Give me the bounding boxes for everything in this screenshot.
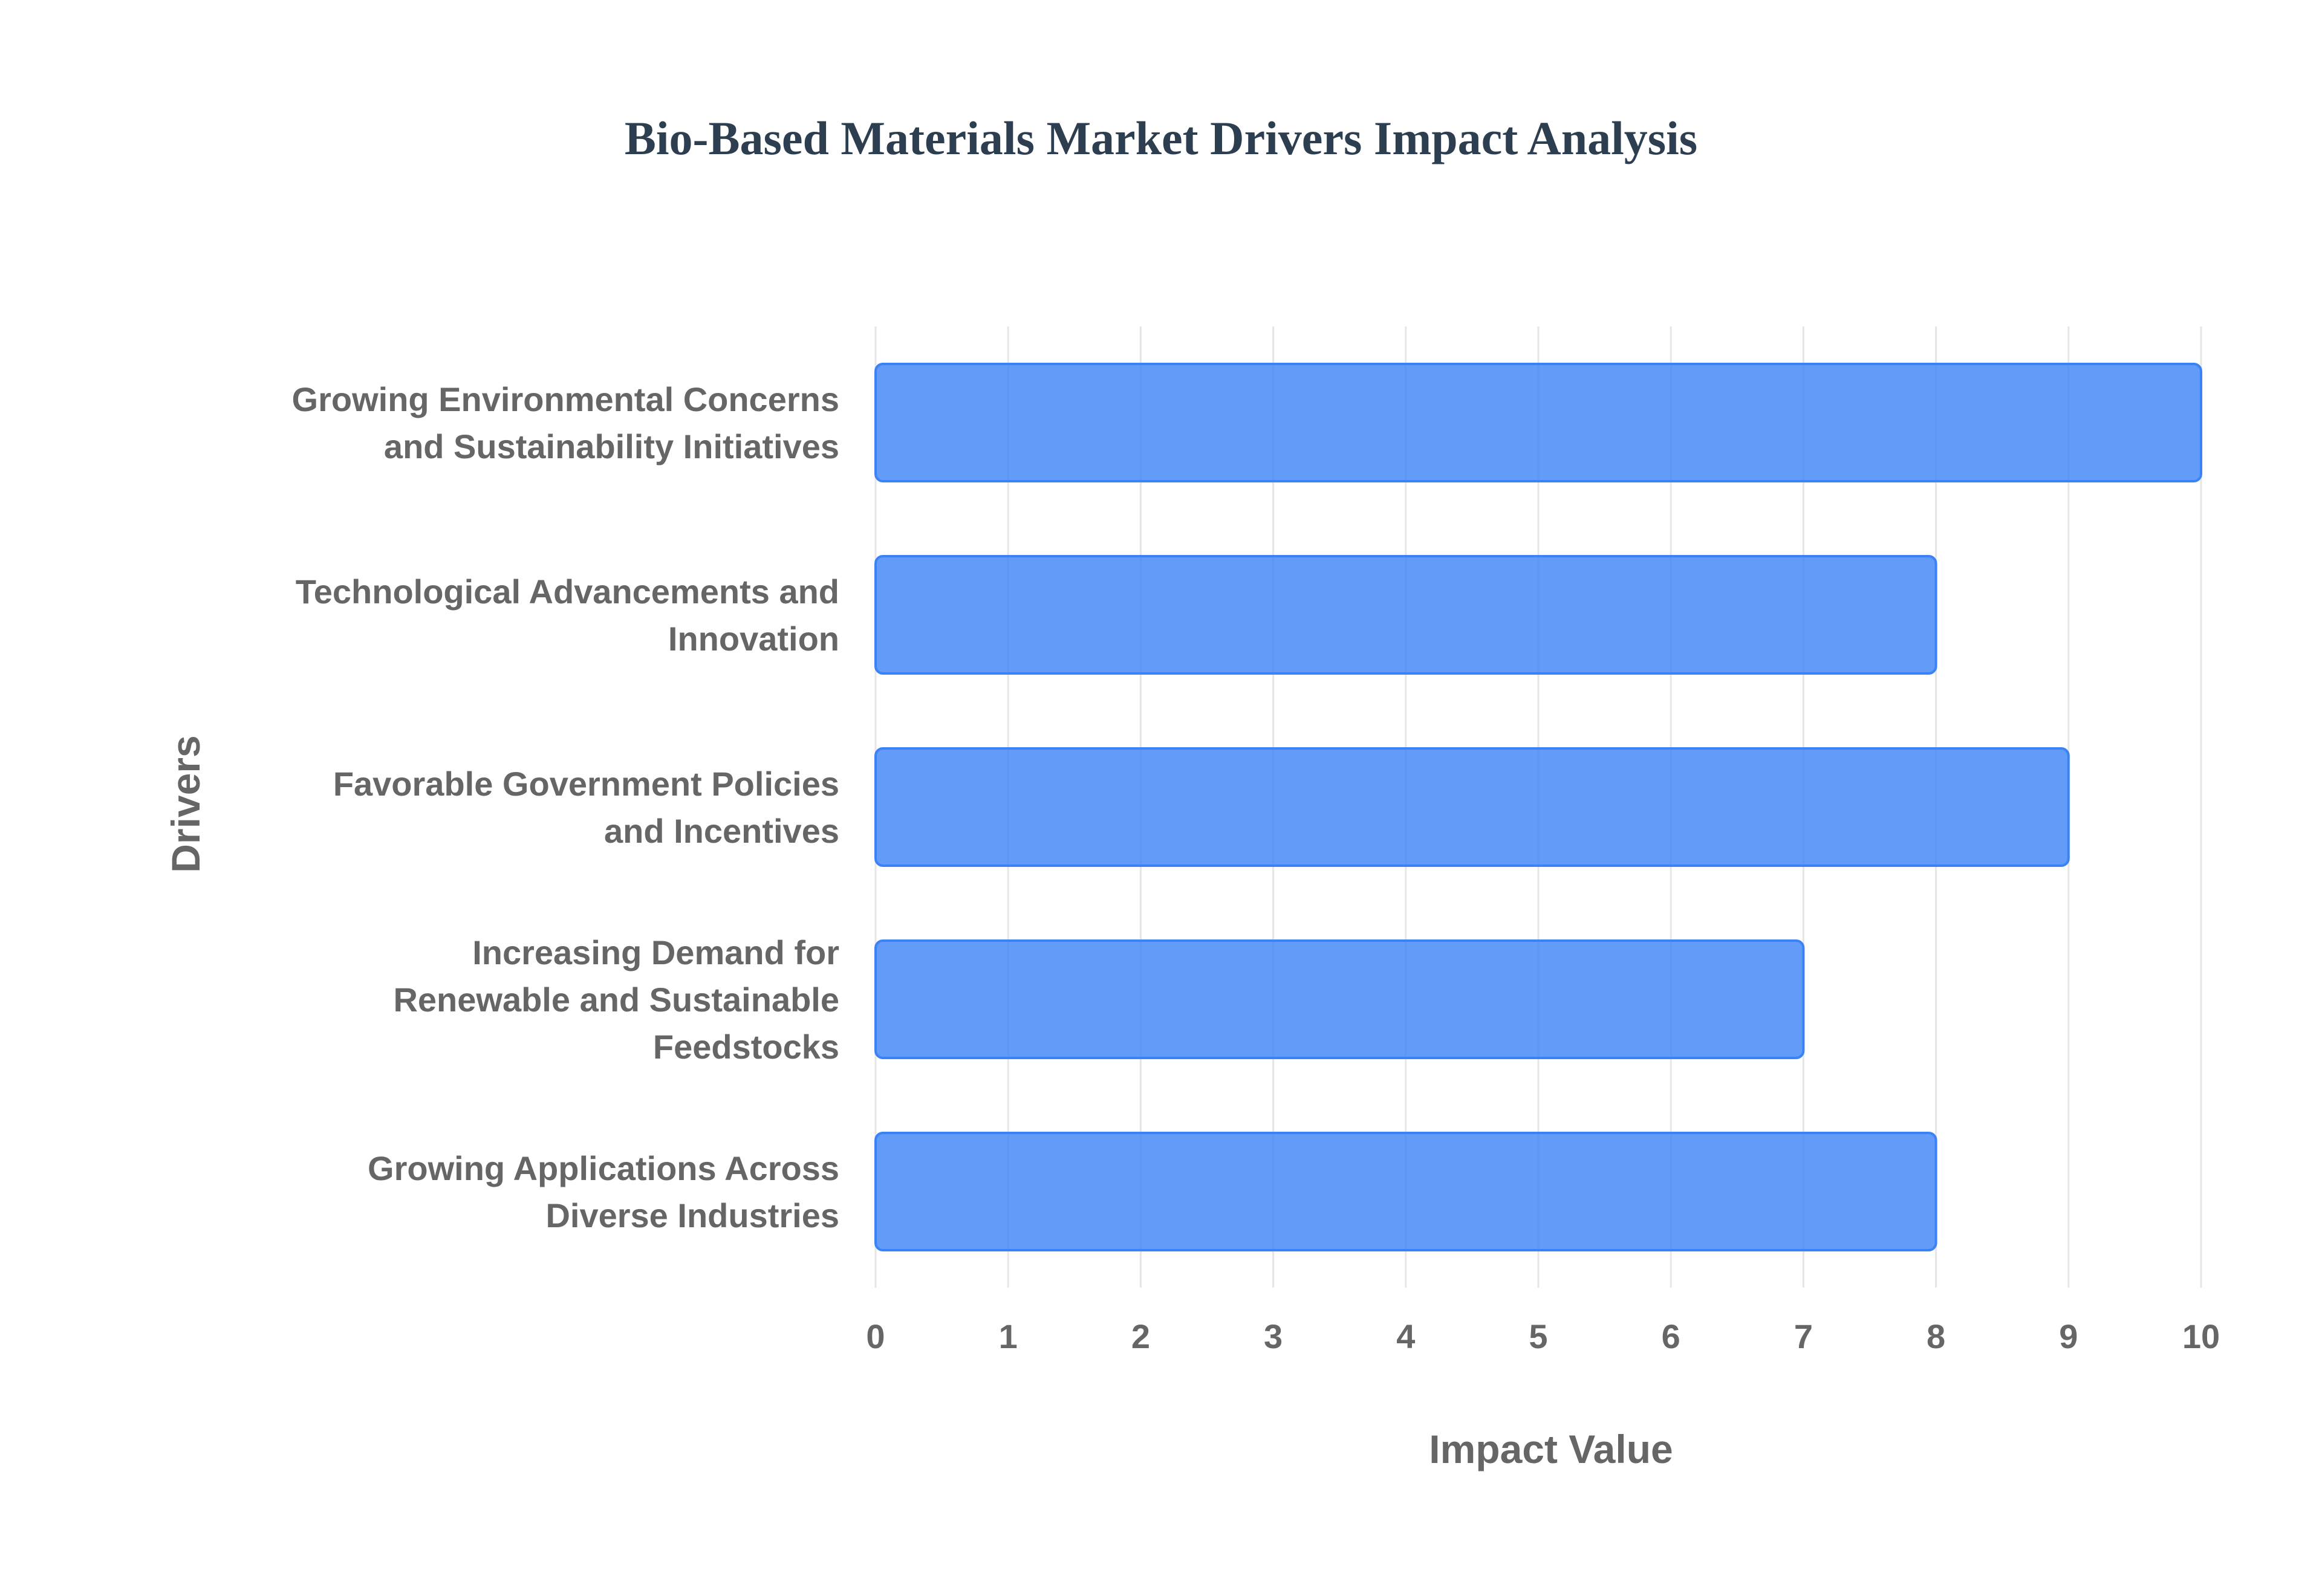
category-label-1-line-1: Innovation: [668, 620, 839, 658]
y-axis-title: Drivers: [163, 735, 208, 873]
x-tick-label-4: 4: [1396, 1317, 1415, 1355]
x-axis-title: Impact Value: [1429, 1427, 1673, 1471]
category-labels: Growing Environmental Concerns and Sustai…: [292, 380, 839, 1234]
x-tick-labels: 0 1 2 3 4 5 6 7 8 9 10: [866, 1317, 2220, 1355]
bar-2: [874, 747, 2070, 867]
bar-0: [874, 363, 2202, 482]
category-label-2-line-1: and Incentives: [604, 812, 839, 850]
category-label-4-line-1: Diverse Industries: [545, 1196, 839, 1234]
category-label-0: Growing Environmental Concerns and Sustai…: [292, 380, 839, 465]
chart-title: Bio-Based Materials Market Drivers Impac…: [625, 112, 1697, 164]
bar-4: [874, 1132, 1937, 1251]
category-label-2: Favorable Government Policies and Incenti…: [333, 765, 839, 850]
bar-1: [874, 555, 1937, 675]
x-tick-label-9: 9: [2059, 1317, 2078, 1355]
x-tick-label-7: 7: [1794, 1317, 1813, 1355]
category-label-4: Growing Applications Across Diverse Indus…: [368, 1149, 839, 1234]
category-label-1: Technological Advancements and Innovation: [296, 573, 839, 658]
x-tick-label-1: 1: [999, 1317, 1018, 1355]
category-label-3: Increasing Demand for Renewable and Susta…: [393, 933, 839, 1066]
category-label-3-line-2: Feedstocks: [653, 1028, 839, 1066]
x-tick-label-10: 10: [2182, 1317, 2220, 1355]
category-label-1-line-0: Technological Advancements and: [296, 573, 839, 611]
x-tick-label-8: 8: [1927, 1317, 1945, 1355]
x-tick-label-2: 2: [1131, 1317, 1150, 1355]
category-label-4-line-0: Growing Applications Across: [368, 1149, 839, 1187]
bars: [874, 363, 2202, 1251]
x-tick-label-6: 6: [1662, 1317, 1680, 1355]
category-label-0-line-0: Growing Environmental Concerns: [292, 380, 839, 418]
category-label-2-line-0: Favorable Government Policies: [333, 765, 839, 803]
x-tick-label-3: 3: [1264, 1317, 1283, 1355]
category-label-3-line-1: Renewable and Sustainable: [393, 981, 839, 1019]
x-tick-label-0: 0: [866, 1317, 885, 1355]
category-label-0-line-1: and Sustainability Initiatives: [384, 427, 839, 465]
x-tick-label-5: 5: [1529, 1317, 1547, 1355]
bar-3: [874, 939, 1805, 1059]
category-label-3-line-0: Increasing Demand for: [472, 933, 839, 972]
